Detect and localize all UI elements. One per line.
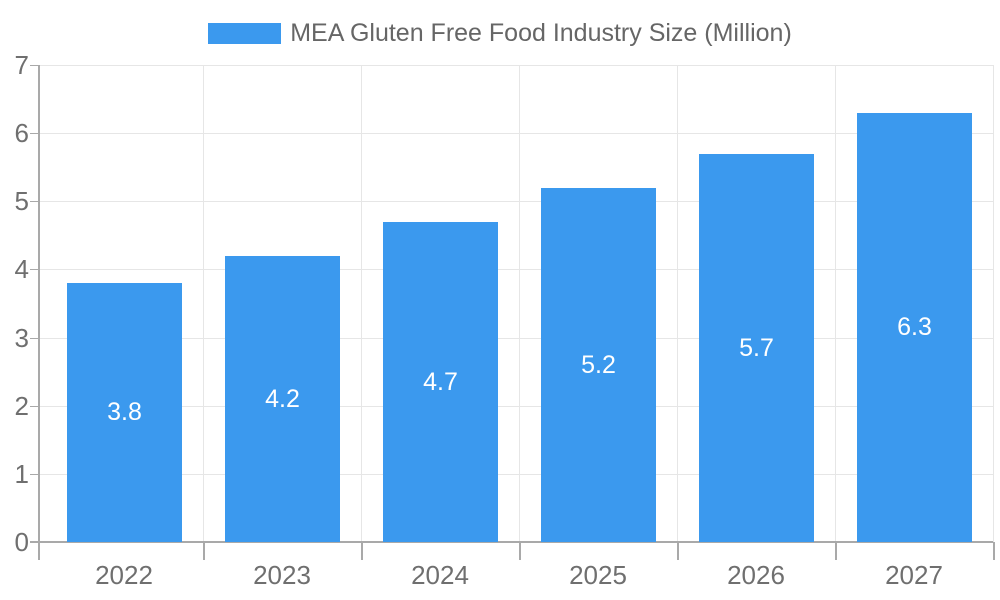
x-tick [519,542,521,560]
y-axis-line [38,65,40,560]
y-axis-label-0: 0 [14,527,29,557]
y-tick [30,201,39,202]
legend: MEA Gluten Free Food Industry Size (Mill… [0,19,1000,47]
x-axis-label-2024: 2024 [411,560,469,590]
h-gridline [39,406,993,407]
x-axis-label-2023: 2023 [253,560,311,590]
h-gridline [39,474,993,475]
y-axis-label-5: 5 [14,186,29,216]
y-axis-label-4: 4 [14,254,29,284]
x-tick [993,542,995,560]
bar-2025[interactable]: 5.2 [541,188,656,542]
x-axis-label-2026: 2026 [727,560,785,590]
legend-swatch [208,22,282,44]
h-gridline [39,65,993,66]
h-gridline [39,133,993,134]
x-tick [835,542,837,560]
bar-value-label: 5.7 [739,333,774,362]
y-axis-label-6: 6 [14,118,29,148]
y-tick [30,542,39,543]
bar-value-label: 4.7 [423,367,458,396]
legend-label: MEA Gluten Free Food Industry Size (Mill… [290,19,792,47]
x-tick [677,542,679,560]
v-gridline [203,65,204,542]
bar-2026[interactable]: 5.7 [699,154,814,542]
bar-value-label: 5.2 [581,350,616,379]
y-axis-label-7: 7 [14,50,29,80]
y-axis-label-2: 2 [14,391,29,421]
y-tick [30,269,39,270]
h-gridline [39,338,993,339]
x-axis-line [30,541,993,543]
bar-value-label: 4.2 [265,384,300,413]
bar-2027[interactable]: 6.3 [857,113,972,542]
bar-value-label: 6.3 [897,313,932,341]
v-gridline [361,65,362,542]
bar-value-label: 3.8 [107,398,142,426]
x-tick [361,542,363,560]
y-tick [30,65,39,66]
v-gridline [677,65,678,542]
bar-2024[interactable]: 4.7 [383,222,498,542]
v-gridline [519,65,520,542]
h-gridline [39,201,993,202]
y-tick [30,133,39,134]
y-tick [30,406,39,407]
y-tick [30,474,39,475]
bar-2022[interactable]: 3.8 [67,283,182,542]
v-gridline [835,65,836,542]
y-tick [30,338,39,339]
y-axis-label-3: 3 [14,323,29,353]
h-gridline [39,269,993,270]
y-axis-label-1: 1 [14,459,29,489]
v-gridline [993,65,994,542]
x-axis-label-2025: 2025 [569,560,627,590]
x-tick [203,542,205,560]
x-axis-label-2022: 2022 [95,560,153,590]
bar-2023[interactable]: 4.2 [225,256,340,542]
x-axis-label-2027: 2027 [885,560,943,590]
